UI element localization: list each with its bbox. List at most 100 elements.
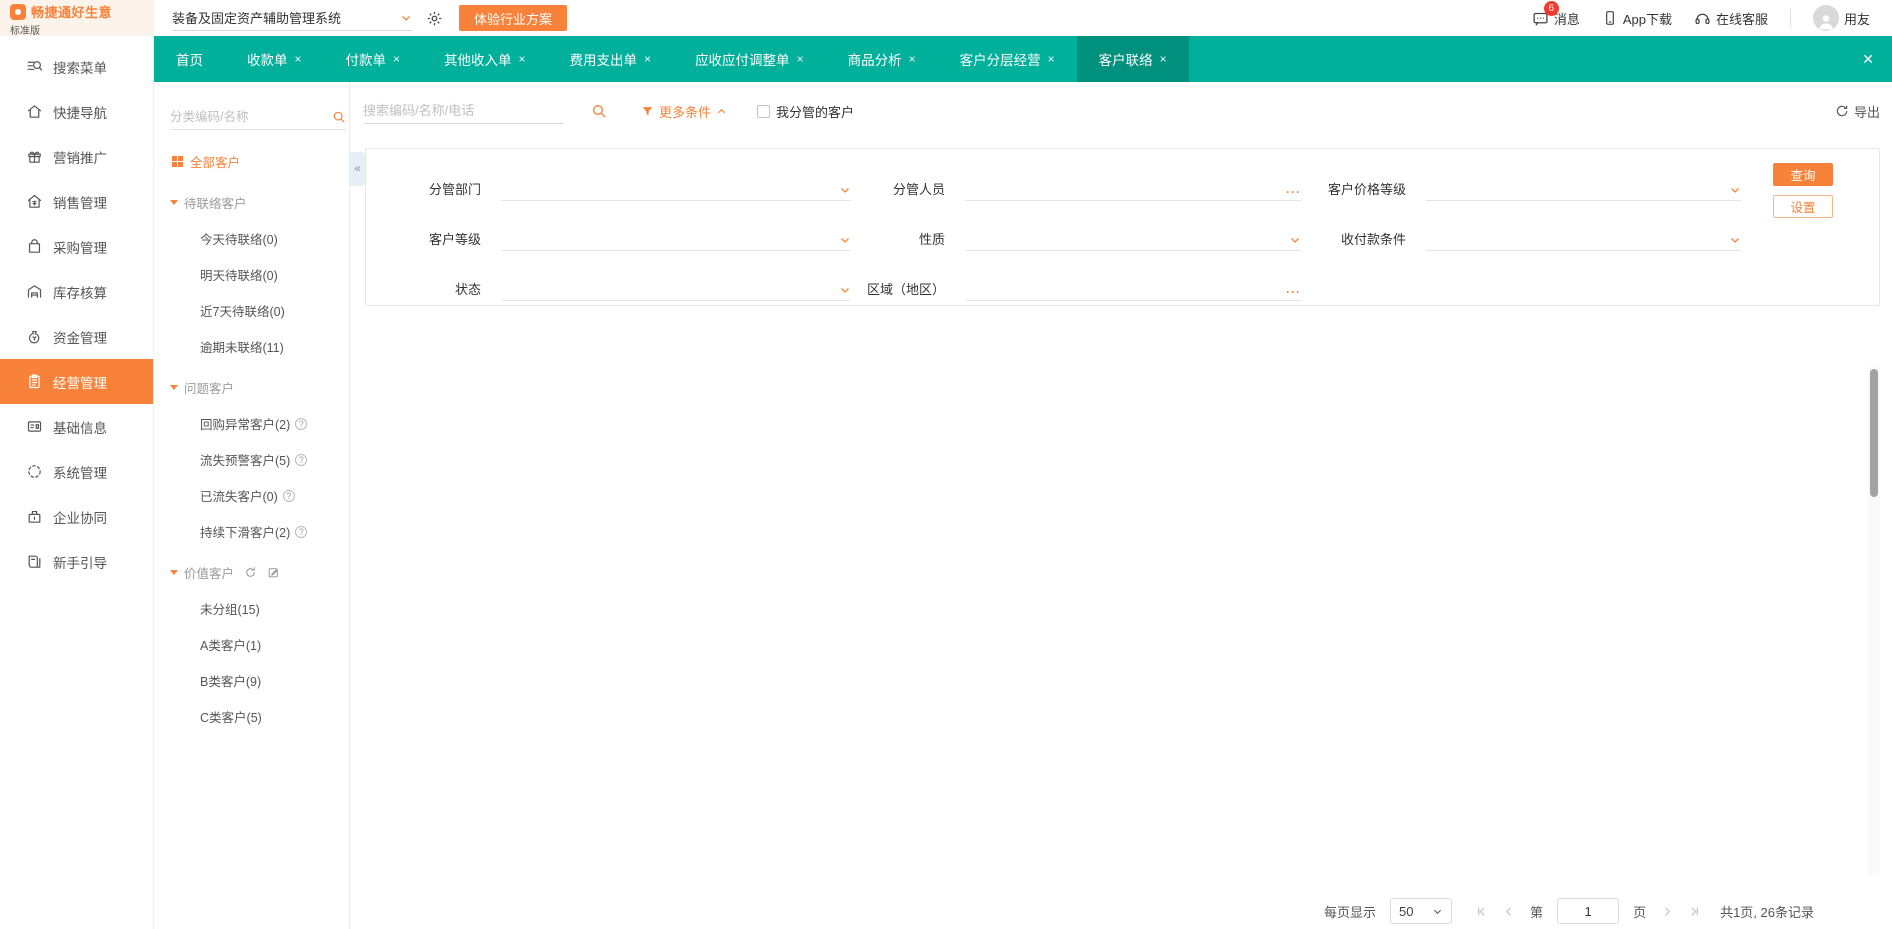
filter-buttons: 查询 设置 [1773, 163, 1833, 218]
filter-picker[interactable]: ··· [965, 275, 1301, 301]
tree-item-回购异常客户(2)[interactable]: 回购异常客户(2)? [200, 414, 349, 433]
export-button[interactable]: 导出 [1835, 102, 1880, 121]
ellipsis-icon: ··· [1286, 185, 1301, 199]
tree-item-C类客户(5)[interactable]: C类客户(5) [200, 707, 349, 726]
per-page-value: 50 [1399, 903, 1414, 919]
filter-select[interactable] [1426, 225, 1741, 251]
sidebar-item-系统管理[interactable]: 系统管理 [0, 449, 153, 494]
tab-close-icon[interactable]: × [1159, 52, 1167, 66]
collapse-panel-button[interactable]: « [350, 152, 365, 186]
tab-3[interactable]: 付款单 × [324, 36, 423, 82]
sidebar-item-营销推广[interactable]: 营销推广 [0, 134, 153, 179]
tree-item-B类客户(9)[interactable]: B类客户(9) [200, 671, 349, 690]
tab-1[interactable]: 首页 [154, 36, 225, 82]
system-select-dropdown[interactable]: 装备及固定资产辅助管理系统 [172, 5, 412, 31]
tree-item-A类客户(1)[interactable]: A类客户(1) [200, 635, 349, 654]
tree-group: 待联络客户今天待联络(0) 明天待联络(0) 近7天待联络(0) 逾期未联络(11) [170, 193, 349, 356]
sidebar-item-企业协同[interactable]: 企业协同 [0, 494, 153, 539]
user-menu[interactable]: 用友 [1812, 5, 1870, 31]
last-page-button[interactable] [1687, 905, 1700, 918]
sidebar-item-快捷导航[interactable]: 快捷导航 [0, 89, 153, 134]
triangle-down-icon [170, 200, 178, 205]
tab-close-icon[interactable]: × [908, 52, 916, 66]
tabbar-close-icon[interactable]: ✕ [1862, 50, 1874, 67]
search-icon[interactable] [591, 103, 607, 119]
sidebar-item-库存核算[interactable]: 库存核算 [0, 269, 153, 314]
tab-close-icon[interactable]: × [393, 52, 401, 66]
sidebar-item-搜索菜单[interactable]: 搜索菜单 [0, 44, 153, 89]
topbar-gear-icon[interactable] [426, 10, 443, 27]
tab-9[interactable]: 客户联络 × [1076, 36, 1189, 82]
tree-search-input[interactable] [170, 109, 332, 124]
tab-label: 客户分层经营 [959, 53, 1041, 68]
tree-item-已流失客户(0)[interactable]: 已流失客户(0)? [200, 486, 349, 505]
tab-4[interactable]: 其他收入单 × [422, 36, 548, 82]
tab-2[interactable]: 收款单 × [225, 36, 324, 82]
help-icon[interactable]: ? [295, 417, 308, 430]
help-icon[interactable]: ? [295, 525, 308, 538]
try-industry-button[interactable]: 体验行业方案 [459, 5, 568, 31]
tab-close-icon[interactable]: × [294, 52, 302, 66]
tree-item-今天待联络(0)[interactable]: 今天待联络(0) [200, 229, 349, 248]
filter-settings-button[interactable]: 设置 [1773, 195, 1833, 218]
edit-icon[interactable] [267, 566, 280, 579]
tree-item-近7天待联络(0)[interactable]: 近7天待联络(0) [200, 301, 349, 320]
sidebar-item-基础信息[interactable]: 基础信息 [0, 404, 153, 449]
online-service-button[interactable]: 在线客服 [1694, 9, 1768, 28]
sidebar-item-经营管理[interactable]: 经营管理 [0, 359, 153, 404]
tree-item-未分组(15)[interactable]: 未分组(15) [200, 599, 349, 618]
app-download-button[interactable]: App下载 [1602, 9, 1672, 28]
tree-item-逾期未联络(11)[interactable]: 逾期未联络(11) [200, 337, 349, 356]
first-page-button[interactable] [1476, 905, 1489, 918]
next-page-button[interactable] [1660, 905, 1673, 918]
sidebar-item-采购管理[interactable]: 采购管理 [0, 224, 153, 269]
filter-select[interactable] [501, 225, 851, 251]
sidebar-item-label: 基础信息 [53, 420, 107, 436]
tree-item-label: B类客户(9) [200, 675, 262, 689]
sidebar-item-销售管理[interactable]: 销售管理 [0, 179, 153, 224]
more-filters-button[interactable]: 更多条件 [641, 102, 727, 121]
tree-group-header[interactable]: 价值客户 [170, 563, 349, 582]
search-icon[interactable] [332, 110, 346, 124]
my-customers-checkbox[interactable]: 我分管的客户 [757, 102, 854, 121]
refresh-icon[interactable] [244, 566, 257, 579]
clipboard-icon [26, 373, 43, 390]
page-number-input[interactable] [1557, 898, 1620, 924]
filter-field-状态: 状态 [366, 263, 861, 313]
tab-5[interactable]: 费用支出单 × [548, 36, 674, 82]
query-button[interactable]: 查询 [1773, 163, 1833, 186]
tree-item-流失预警客户(5)[interactable]: 流失预警客户(5)? [200, 450, 349, 469]
filter-select[interactable] [965, 225, 1301, 251]
filter-select[interactable] [501, 275, 851, 301]
customer-search-input[interactable] [363, 103, 563, 118]
prev-page-button[interactable] [1503, 905, 1516, 918]
filter-picker[interactable]: ··· [965, 175, 1301, 201]
help-icon[interactable]: ? [295, 453, 308, 466]
tab-close-icon[interactable]: × [796, 52, 804, 66]
sidebar-item-label: 资金管理 [53, 330, 107, 346]
tab-8[interactable]: 客户分层经营 × [938, 36, 1077, 82]
tab-label: 应收应付调整单 [695, 53, 790, 68]
tab-close-icon[interactable]: × [518, 52, 526, 66]
tree-item-all-customers[interactable]: 全部客户 [172, 152, 349, 171]
tab-6[interactable]: 应收应付调整单 × [673, 36, 826, 82]
vertical-scrollbar-thumb[interactable] [1870, 369, 1878, 497]
vertical-scrollbar[interactable] [1868, 367, 1880, 875]
per-page-label: 每页显示 [1324, 904, 1377, 920]
per-page-select[interactable]: 50 [1390, 898, 1453, 924]
tree-item-label: 流失预警客户(5) [200, 454, 291, 468]
sidebar-item-资金管理[interactable]: 资金管理 [0, 314, 153, 359]
messages-button[interactable]: 消息 6 [1532, 0, 1580, 28]
tree-item-持续下滑客户(2)[interactable]: 持续下滑客户(2)? [200, 522, 349, 541]
filter-select[interactable] [1426, 175, 1741, 201]
help-icon[interactable]: ? [282, 489, 295, 502]
tree-group-header[interactable]: 问题客户 [170, 378, 349, 397]
sidebar-item-新手引导[interactable]: 新手引导 [0, 539, 153, 584]
tree-group: 价值客户未分组(15) A类客户(1) B类客户(9) C类客户(5) [170, 563, 349, 726]
tree-item-明天待联络(0)[interactable]: 明天待联络(0) [200, 265, 349, 284]
tab-7[interactable]: 商品分析 × [826, 36, 938, 82]
tree-group-header[interactable]: 待联络客户 [170, 193, 349, 212]
filter-select[interactable] [501, 175, 851, 201]
tab-close-icon[interactable]: × [1047, 52, 1055, 66]
tab-close-icon[interactable]: × [644, 52, 652, 66]
